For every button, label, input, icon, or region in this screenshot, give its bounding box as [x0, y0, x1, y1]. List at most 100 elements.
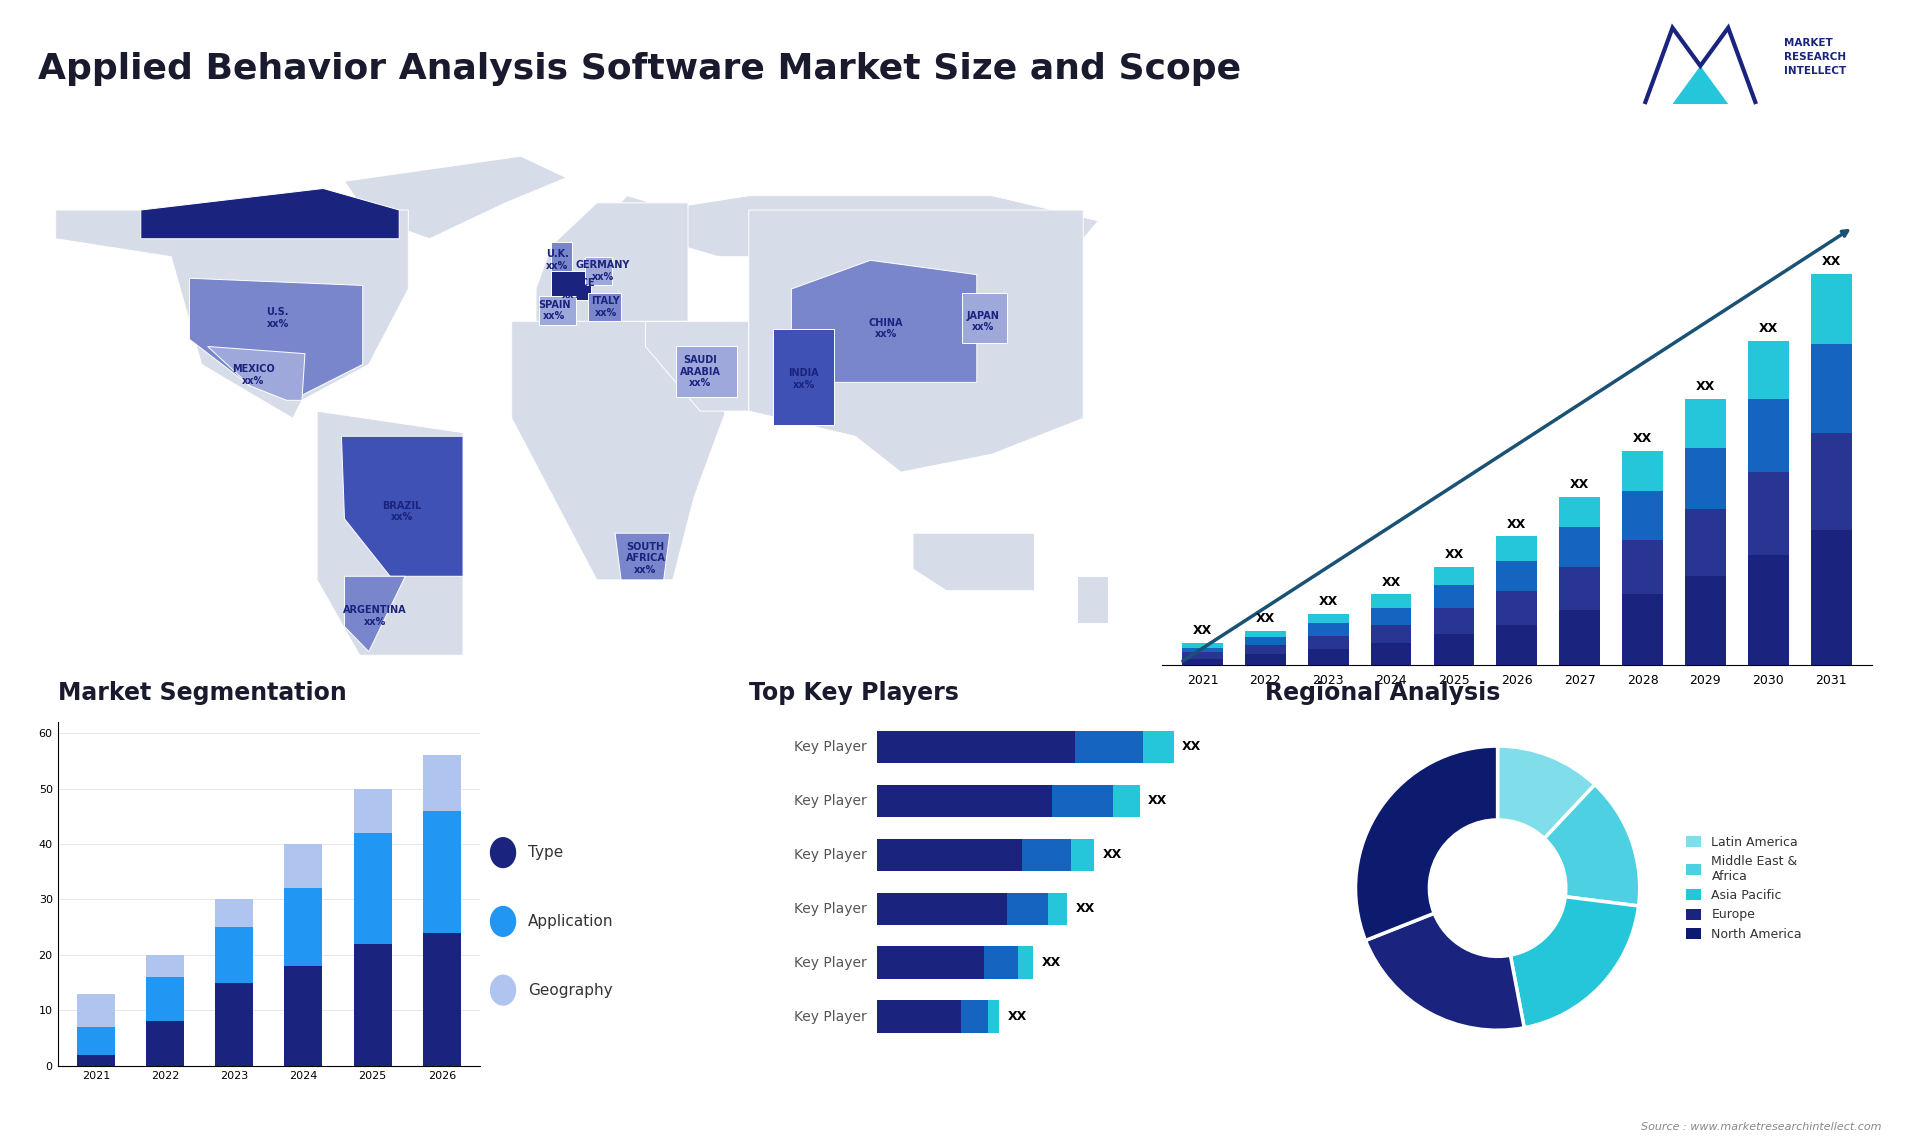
- Text: ITALY
xx%: ITALY xx%: [591, 296, 620, 317]
- Text: INDIA
xx%: INDIA xx%: [789, 368, 818, 390]
- Text: JAPAN
xx%: JAPAN xx%: [966, 311, 998, 332]
- Bar: [1183, 659, 1223, 665]
- Bar: [1371, 625, 1411, 643]
- Polygon shape: [791, 260, 977, 383]
- Bar: [983, 947, 1018, 979]
- Bar: [1244, 637, 1286, 645]
- Text: CANADA
xx%: CANADA xx%: [240, 218, 286, 238]
- Bar: [1052, 785, 1114, 817]
- Polygon shape: [551, 272, 591, 300]
- Bar: [1308, 650, 1348, 665]
- Bar: [1371, 643, 1411, 665]
- Text: XX: XX: [1041, 956, 1062, 970]
- Polygon shape: [344, 156, 566, 238]
- Wedge shape: [1511, 896, 1638, 1028]
- Text: XX: XX: [1507, 518, 1526, 531]
- Bar: [353, 788, 392, 833]
- Bar: [987, 1000, 998, 1034]
- Bar: [1747, 472, 1789, 555]
- Bar: [1144, 731, 1173, 763]
- Text: XX: XX: [1382, 575, 1402, 589]
- Bar: [215, 900, 253, 927]
- Text: Source : www.marketresearchintellect.com: Source : www.marketresearchintellect.com: [1642, 1122, 1882, 1132]
- Bar: [1244, 631, 1286, 637]
- Polygon shape: [207, 346, 305, 400]
- Text: Top Key Players: Top Key Players: [749, 681, 958, 705]
- Bar: [1811, 433, 1851, 531]
- Bar: [284, 966, 323, 1066]
- Bar: [1434, 567, 1475, 586]
- Bar: [1811, 274, 1851, 344]
- Text: XX: XX: [1192, 625, 1212, 637]
- Text: GERMANY
xx%: GERMANY xx%: [576, 260, 630, 282]
- Bar: [877, 839, 1021, 871]
- Bar: [1747, 399, 1789, 472]
- Bar: [1496, 591, 1538, 625]
- Text: FRANCE
xx%: FRANCE xx%: [551, 278, 595, 300]
- Wedge shape: [1356, 746, 1498, 941]
- Polygon shape: [344, 576, 405, 652]
- Wedge shape: [1544, 785, 1640, 906]
- Text: SOUTH
AFRICA
xx%: SOUTH AFRICA xx%: [626, 542, 666, 575]
- Bar: [1308, 636, 1348, 650]
- Bar: [1496, 625, 1538, 665]
- Bar: [1686, 576, 1726, 665]
- Bar: [77, 1054, 115, 1066]
- Text: U.S.
xx%: U.S. xx%: [267, 307, 288, 329]
- Text: XX: XX: [1319, 596, 1338, 609]
- Text: ARGENTINA
xx%: ARGENTINA xx%: [344, 605, 407, 627]
- Text: Key Player: Key Player: [793, 794, 866, 808]
- Bar: [877, 947, 983, 979]
- Bar: [284, 888, 323, 966]
- Text: SPAIN
xx%: SPAIN xx%: [538, 300, 570, 321]
- Bar: [1747, 555, 1789, 665]
- Bar: [422, 810, 461, 933]
- Bar: [284, 843, 323, 888]
- Bar: [877, 785, 1052, 817]
- Bar: [77, 994, 115, 1027]
- Bar: [1244, 654, 1286, 665]
- Text: MEXICO
xx%: MEXICO xx%: [232, 364, 275, 386]
- Text: Type: Type: [528, 845, 563, 861]
- Bar: [1114, 785, 1140, 817]
- Circle shape: [492, 838, 515, 868]
- Bar: [877, 893, 1006, 925]
- Bar: [1183, 647, 1223, 652]
- Text: XX: XX: [1148, 794, 1167, 808]
- Bar: [1308, 623, 1348, 636]
- Text: Application: Application: [528, 913, 614, 929]
- Bar: [1371, 609, 1411, 625]
- Polygon shape: [56, 210, 409, 418]
- Bar: [353, 833, 392, 944]
- Text: XX: XX: [1571, 478, 1590, 490]
- Bar: [1308, 614, 1348, 623]
- Legend: Latin America, Middle East &
Africa, Asia Pacific, Europe, North America: Latin America, Middle East & Africa, Asi…: [1682, 831, 1807, 945]
- Bar: [1496, 560, 1538, 591]
- Bar: [353, 944, 392, 1066]
- Bar: [146, 1021, 184, 1066]
- Polygon shape: [582, 196, 651, 246]
- Polygon shape: [657, 196, 1098, 275]
- Polygon shape: [774, 329, 833, 425]
- Bar: [1075, 731, 1144, 763]
- Text: XX: XX: [1008, 1011, 1027, 1023]
- Text: Geography: Geography: [528, 982, 612, 998]
- Text: XX: XX: [1632, 432, 1651, 445]
- Polygon shape: [584, 257, 612, 285]
- Bar: [1071, 839, 1094, 871]
- Polygon shape: [511, 321, 724, 580]
- Bar: [1434, 609, 1475, 634]
- Polygon shape: [1672, 65, 1728, 104]
- Polygon shape: [1077, 576, 1108, 623]
- Bar: [877, 1000, 962, 1034]
- Polygon shape: [588, 292, 622, 321]
- Polygon shape: [914, 533, 1035, 590]
- Bar: [422, 755, 461, 810]
- Text: CHINA
xx%: CHINA xx%: [868, 317, 902, 339]
- Text: Market Segmentation: Market Segmentation: [58, 681, 346, 705]
- Polygon shape: [749, 210, 1083, 472]
- Bar: [146, 978, 184, 1021]
- Bar: [1496, 536, 1538, 560]
- Text: U.K.
xx%: U.K. xx%: [545, 250, 568, 272]
- Text: XX: XX: [1759, 322, 1778, 336]
